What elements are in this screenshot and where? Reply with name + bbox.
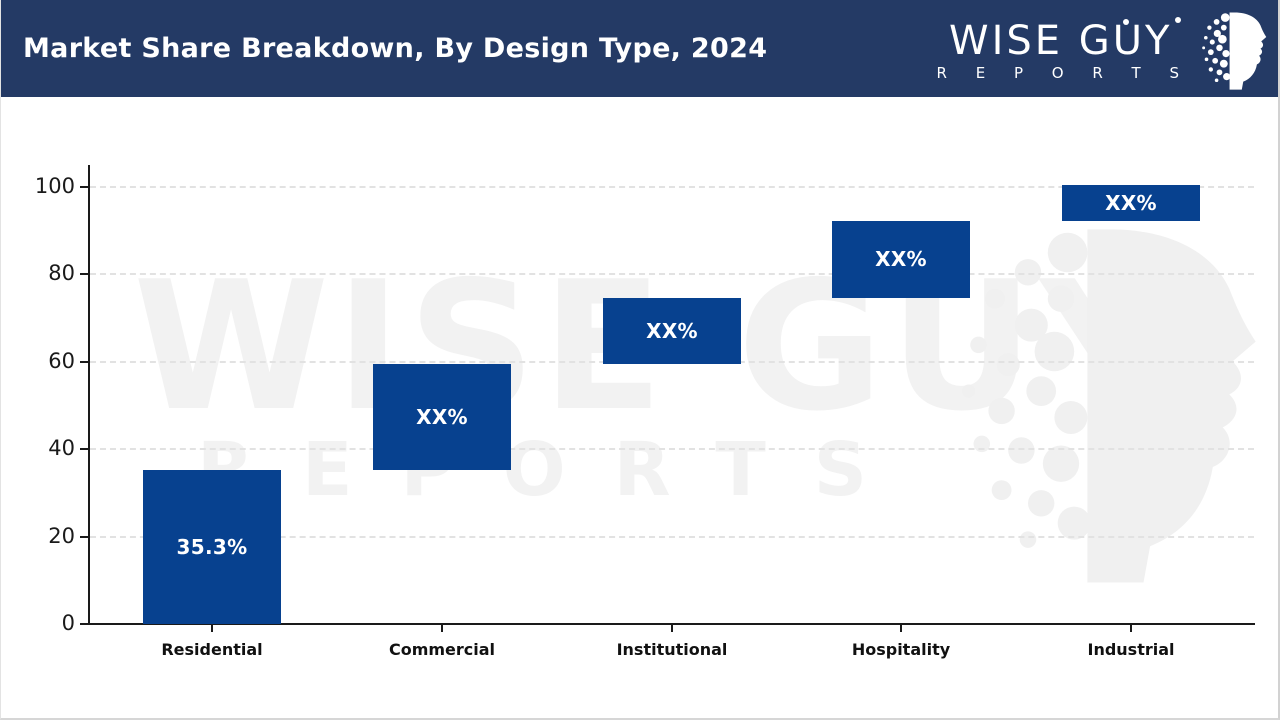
y-tick-label: 60 bbox=[48, 348, 75, 373]
y-tick-label: 100 bbox=[34, 174, 75, 198]
y-gridline bbox=[90, 273, 1254, 276]
brand-logo: WISE GUY R E P O R T S bbox=[931, 6, 1267, 94]
x-tick-mark bbox=[900, 625, 902, 632]
bar-residential: 35.3% bbox=[143, 469, 281, 624]
bar-value-label: 35.3% bbox=[176, 534, 248, 559]
y-tick-mark bbox=[80, 535, 88, 538]
page-title: Market Share Breakdown, By Design Type, … bbox=[23, 33, 768, 64]
x-category-label: Residential bbox=[161, 640, 263, 659]
bar-commercial: XX% bbox=[373, 363, 511, 470]
watermark-face-logo bbox=[962, 229, 1256, 583]
bar-value-label: XX% bbox=[875, 247, 927, 272]
brand-name: WISE GUY bbox=[949, 17, 1173, 64]
y-gridline bbox=[90, 186, 1254, 188]
x-tick-mark bbox=[441, 625, 443, 632]
y-tick-label: 0 bbox=[61, 611, 75, 635]
y-axis-spine bbox=[88, 165, 90, 625]
y-tick-label: 40 bbox=[48, 436, 75, 461]
y-tick-mark bbox=[80, 360, 88, 363]
bar-industrial: XX% bbox=[1062, 184, 1200, 221]
y-gridline bbox=[90, 535, 1254, 538]
logo-dot-icon bbox=[1123, 18, 1129, 25]
bar-value-label: XX% bbox=[416, 404, 468, 429]
x-category-label: Industrial bbox=[1087, 640, 1175, 659]
header-bar: Market Share Breakdown, By Design Type, … bbox=[1, 0, 1278, 97]
x-tick-mark bbox=[211, 625, 213, 632]
x-category-label: Institutional bbox=[616, 640, 728, 659]
brand-subtitle: R E P O R T S bbox=[936, 63, 1191, 82]
y-tick-mark bbox=[80, 623, 88, 625]
x-tick-mark bbox=[671, 625, 673, 632]
y-gridline bbox=[90, 448, 1254, 451]
x-category-label: Hospitality bbox=[851, 640, 951, 659]
x-axis-spine bbox=[88, 623, 1255, 625]
logo-dot-icon bbox=[1175, 16, 1181, 23]
brand-logo-text: WISE GUY R E P O R T S bbox=[931, 16, 1191, 82]
face-profile-icon bbox=[1202, 12, 1267, 90]
bar-value-label: XX% bbox=[1105, 190, 1157, 215]
watermark-subtext: REPORTS bbox=[197, 427, 916, 513]
x-category-label: Commercial bbox=[388, 640, 496, 659]
y-tick-mark bbox=[80, 186, 88, 188]
y-tick-label: 80 bbox=[48, 261, 75, 286]
bar-hospitality: XX% bbox=[832, 220, 970, 298]
bar-value-label: XX% bbox=[646, 318, 698, 343]
y-tick-mark bbox=[80, 273, 88, 276]
y-tick-label: 20 bbox=[48, 523, 75, 548]
bar-institutional: XX% bbox=[603, 297, 741, 364]
x-tick-mark bbox=[1130, 625, 1132, 632]
y-tick-mark bbox=[80, 448, 88, 451]
